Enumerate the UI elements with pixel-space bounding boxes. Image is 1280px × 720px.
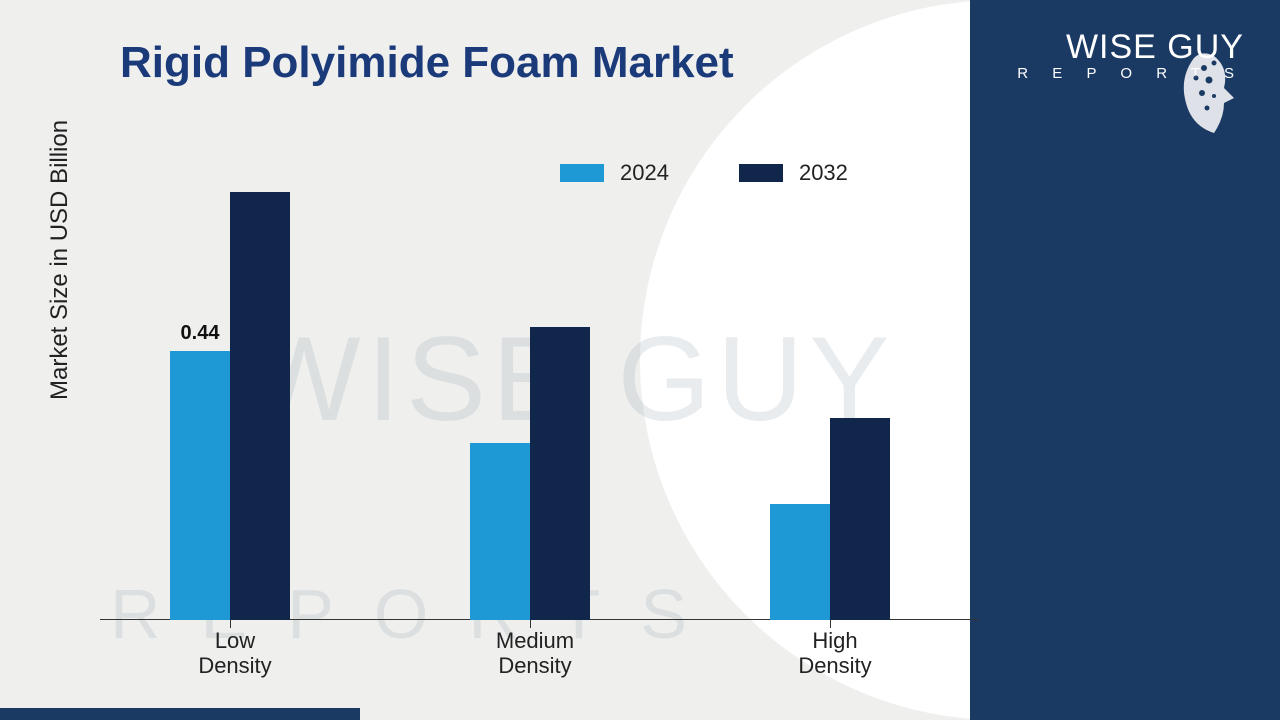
category-label: Low Density	[135, 628, 335, 679]
head-icon	[1174, 48, 1254, 138]
bar-2032	[830, 418, 890, 620]
footer-accent-bar	[0, 708, 360, 720]
value-label: 0.44	[160, 322, 240, 345]
bar-2024	[770, 504, 830, 620]
axis-tick	[530, 620, 531, 628]
bar-2024	[170, 351, 230, 620]
chart-title: Rigid Polyimide Foam Market	[120, 38, 734, 88]
category-label: Medium Density	[435, 628, 635, 679]
plot-area: 0.44Low DensityMedium DensityHigh Densit…	[100, 180, 980, 620]
bar-2032	[530, 327, 590, 620]
y-axis-label: Market Size in USD Billion	[46, 120, 74, 400]
axis-tick	[230, 620, 231, 628]
chart-stage: WISE GUY REPORTS Rigid Polyimide Foam Ma…	[0, 0, 1280, 720]
axis-tick	[830, 620, 831, 628]
category-label: High Density	[735, 628, 935, 679]
bar-2024	[470, 443, 530, 620]
brand-logo: WISE GUY R E P O R T S	[1017, 28, 1244, 82]
bar-2032	[230, 192, 290, 620]
